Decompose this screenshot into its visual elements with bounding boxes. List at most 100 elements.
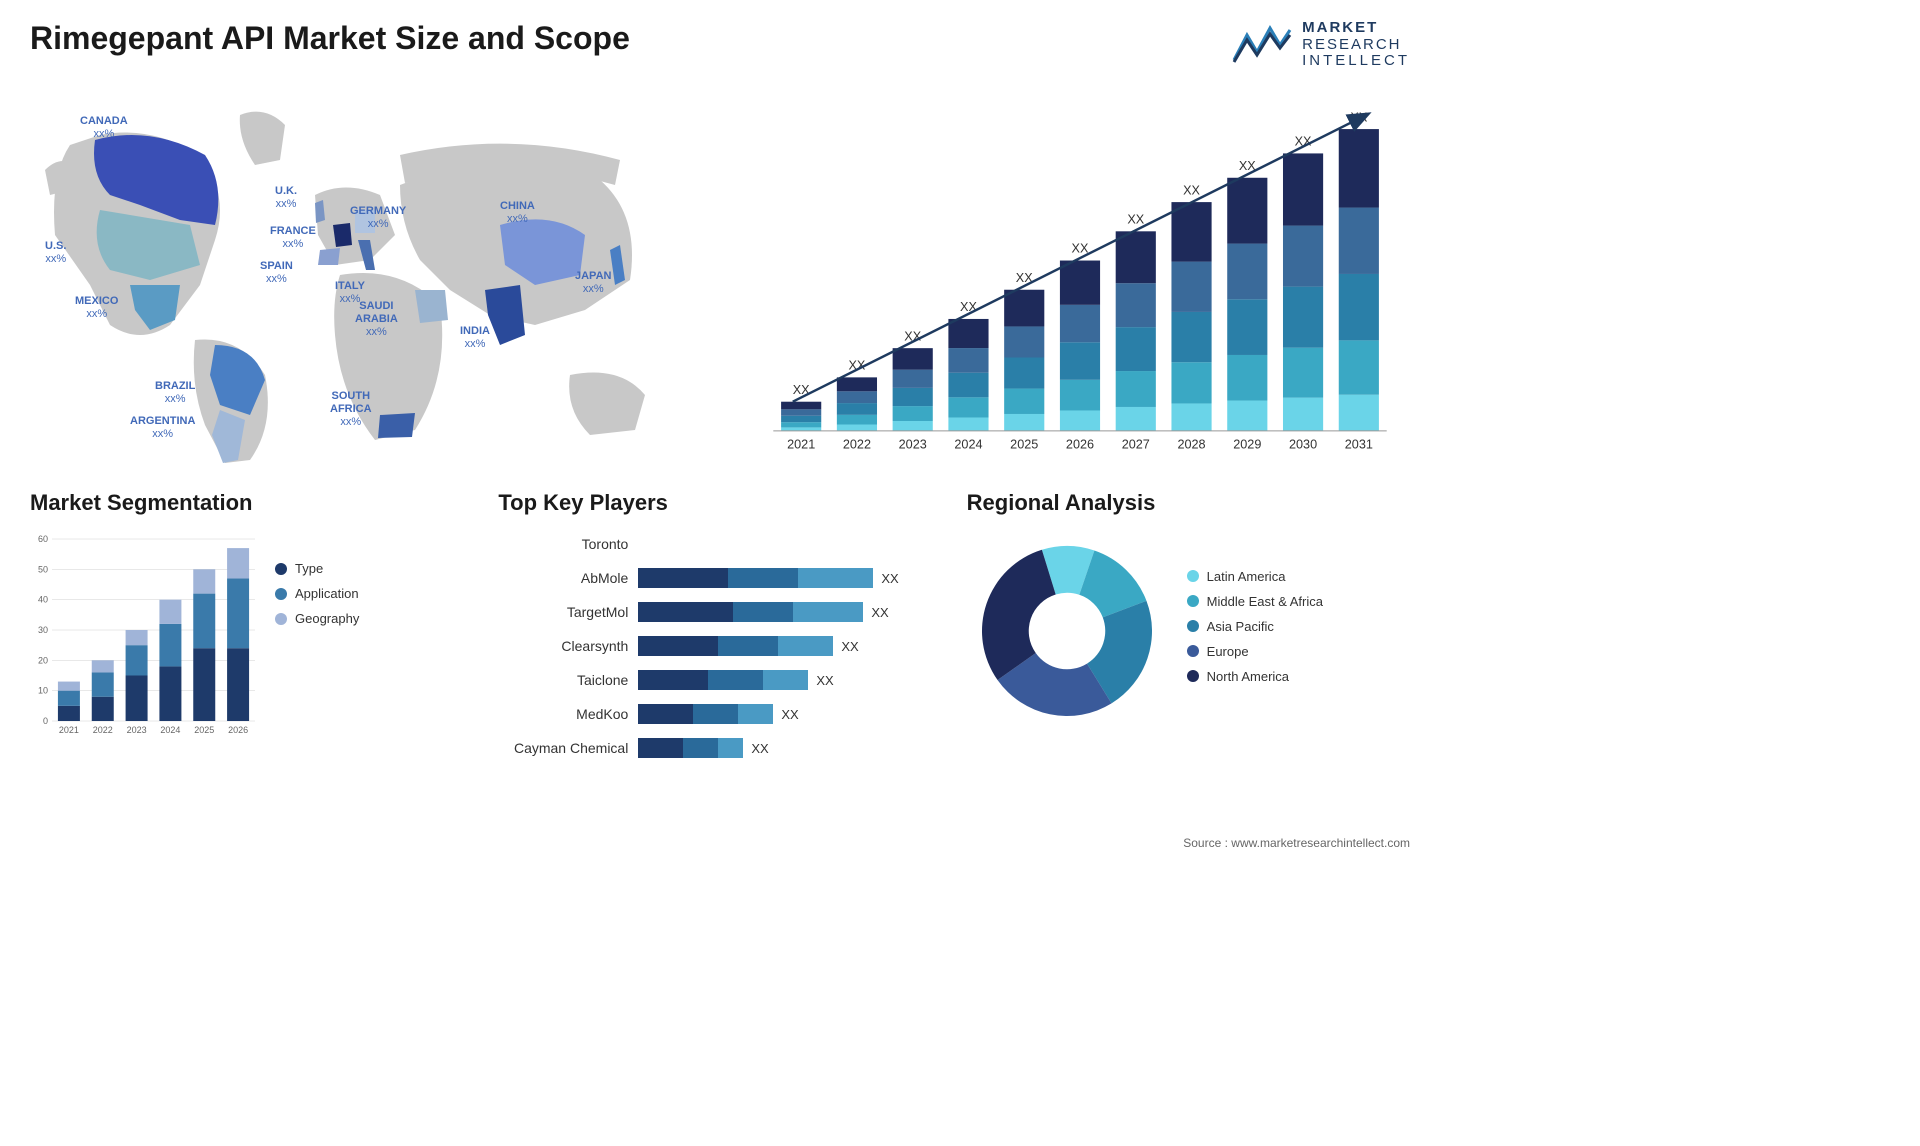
- legend-item: Application: [275, 586, 359, 601]
- seg-bar-segment: [159, 624, 181, 666]
- growth-bar-segment: [837, 424, 877, 430]
- player-bar: [638, 738, 743, 758]
- legend-item: North America: [1187, 669, 1323, 684]
- players-section: Top Key Players Toronto AbMoleXX TargetMol…: [498, 490, 941, 769]
- players-title: Top Key Players: [498, 490, 941, 516]
- player-name: TargetMol: [498, 604, 638, 620]
- svg-text:10: 10: [38, 686, 48, 696]
- map-label: SOUTHAFRICAxx%: [330, 390, 372, 430]
- player-bar-segment: [708, 670, 763, 690]
- player-name: Toronto: [498, 536, 638, 552]
- player-row: TaicloneXX: [498, 667, 941, 693]
- player-row: MedKooXX: [498, 701, 941, 727]
- growth-bar-segment: [1060, 380, 1100, 411]
- growth-bar-segment: [1060, 410, 1100, 430]
- map-label: SAUDIARABIAxx%: [355, 300, 398, 340]
- header: Rimegepant API Market Size and Scope MAR…: [30, 20, 1410, 70]
- growth-bar-segment: [948, 397, 988, 417]
- player-row: TargetMol XX: [498, 599, 941, 625]
- map-region: [318, 248, 340, 265]
- player-bar-segment: [718, 636, 778, 656]
- growth-bar-segment: [1060, 261, 1100, 305]
- seg-bar-segment: [193, 648, 215, 721]
- growth-year-label: 2029: [1233, 437, 1261, 451]
- growth-bar-segment: [781, 422, 821, 427]
- svg-text:40: 40: [38, 595, 48, 605]
- legend-item: Asia Pacific: [1187, 619, 1323, 634]
- growth-bar-segment: [1227, 401, 1267, 431]
- growth-bar-segment: [1004, 389, 1044, 414]
- player-bar-segment: [718, 738, 743, 758]
- growth-bar-label: XX: [1183, 183, 1200, 197]
- seg-bar-segment: [193, 594, 215, 649]
- seg-bar-segment: [92, 660, 114, 672]
- map-region: [485, 285, 525, 345]
- player-value: XX: [871, 605, 888, 620]
- player-value: XX: [751, 741, 768, 756]
- seg-bar-segment: [227, 648, 249, 721]
- growth-bar-segment: [1283, 398, 1323, 431]
- growth-bar-segment: [1283, 226, 1323, 287]
- bottom-row: Market Segmentation 01020304050602021202…: [30, 490, 1410, 769]
- growth-bar-segment: [1004, 358, 1044, 389]
- growth-bar-segment: [948, 373, 988, 398]
- svg-text:30: 30: [38, 625, 48, 635]
- logo-line2: RESEARCH: [1302, 37, 1410, 54]
- growth-bar-segment: [893, 421, 933, 431]
- svg-text:2025: 2025: [194, 725, 214, 735]
- segmentation-chart: 0102030405060202120222023202420252026: [30, 531, 260, 741]
- player-bar-segment: [763, 670, 808, 690]
- growth-bar-label: XX: [1127, 213, 1144, 227]
- map-label: U.S.xx%: [45, 240, 66, 266]
- seg-bar-segment: [193, 569, 215, 593]
- svg-text:0: 0: [43, 716, 48, 726]
- growth-bar-segment: [1116, 327, 1156, 371]
- world-map-panel: CANADAxx%U.S.xx%MEXICOxx%BRAZILxx%ARGENT…: [30, 85, 690, 465]
- growth-bar-label: XX: [960, 300, 977, 314]
- growth-bar-segment: [1171, 312, 1211, 362]
- player-bar-segment: [778, 636, 833, 656]
- growth-year-label: 2027: [1122, 437, 1150, 451]
- player-name: Cayman Chemical: [498, 740, 638, 756]
- growth-bar-segment: [1227, 299, 1267, 355]
- player-bar: [638, 670, 808, 690]
- svg-text:2021: 2021: [59, 725, 79, 735]
- segmentation-section: Market Segmentation 01020304050602021202…: [30, 490, 473, 769]
- growth-bar-segment: [893, 406, 933, 421]
- growth-year-label: 2031: [1345, 437, 1373, 451]
- player-row: Cayman Chemical XX: [498, 735, 941, 761]
- legend-item: Geography: [275, 611, 359, 626]
- seg-bar-segment: [58, 691, 80, 706]
- growth-bar-segment: [1060, 342, 1100, 379]
- growth-bar-segment: [1116, 407, 1156, 431]
- map-label: U.K.xx%: [275, 185, 297, 211]
- seg-bar-segment: [227, 578, 249, 648]
- map-region: [569, 373, 645, 436]
- growth-bar-segment: [837, 377, 877, 391]
- logo-line1: MARKET: [1302, 20, 1410, 37]
- growth-bar-segment: [948, 319, 988, 348]
- regional-legend: Latin AmericaMiddle East & AfricaAsia Pa…: [1187, 569, 1323, 694]
- growth-bar-segment: [837, 403, 877, 415]
- seg-bar-segment: [58, 682, 80, 691]
- player-bar-segment: [638, 704, 693, 724]
- seg-bar-segment: [92, 672, 114, 696]
- seg-bar-segment: [126, 645, 148, 675]
- map-label: ARGENTINAxx%: [130, 415, 195, 441]
- svg-text:2022: 2022: [93, 725, 113, 735]
- growth-bar-segment: [893, 348, 933, 370]
- player-row: AbMoleXX: [498, 565, 941, 591]
- logo-line3: INTELLECT: [1302, 53, 1410, 70]
- seg-bar-segment: [159, 600, 181, 624]
- growth-bar-segment: [1339, 208, 1379, 274]
- growth-bar-segment: [1339, 129, 1379, 207]
- growth-bar-segment: [1060, 305, 1100, 342]
- map-label: JAPANxx%: [575, 270, 611, 296]
- svg-text:50: 50: [38, 564, 48, 574]
- growth-bar-segment: [1171, 403, 1211, 430]
- player-row: Toronto: [498, 531, 941, 557]
- growth-bar-segment: [1004, 290, 1044, 327]
- growth-bar-chart: XX2021XX2022XX2023XX2024XX2025XX2026XX20…: [750, 95, 1410, 465]
- player-bar-segment: [798, 568, 873, 588]
- svg-text:20: 20: [38, 655, 48, 665]
